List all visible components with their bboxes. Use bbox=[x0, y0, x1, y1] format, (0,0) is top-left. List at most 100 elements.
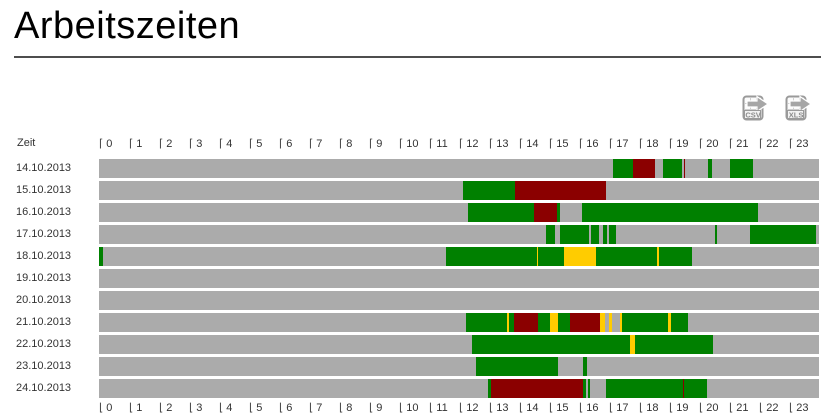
timeline-segment-green bbox=[605, 379, 683, 398]
timeline-segment-green bbox=[472, 335, 630, 354]
date-label: 20.10.2013 bbox=[16, 294, 72, 306]
hour-tick: ⌈ bbox=[339, 138, 344, 150]
hour-label: ⌊ 6 bbox=[279, 401, 309, 415]
hour-number: 8 bbox=[346, 402, 353, 414]
hour-label: ⌈ 3 bbox=[189, 137, 219, 152]
hour-label: ⌈ 11 bbox=[429, 137, 459, 152]
page-title: Arbeitszeiten bbox=[14, 5, 241, 47]
hour-tick: ⌊ bbox=[609, 402, 614, 414]
hour-tick: ⌈ bbox=[549, 138, 554, 150]
hour-label: ⌊ 17 bbox=[609, 401, 639, 415]
hour-label: ⌊ 7 bbox=[309, 401, 339, 415]
timeline-segment-yellow bbox=[600, 313, 606, 332]
hour-tick: ⌈ bbox=[219, 138, 224, 150]
timeline-segment-green bbox=[659, 247, 692, 266]
hour-number: 18 bbox=[646, 138, 659, 150]
date-label: 17.10.2013 bbox=[16, 228, 72, 240]
timeline-segment-green bbox=[487, 379, 491, 398]
hour-number: 9 bbox=[376, 138, 383, 150]
timeline-segment-green bbox=[99, 247, 104, 266]
hour-number: 3 bbox=[196, 402, 203, 414]
timeline-row: 24.10.2013 bbox=[0, 379, 835, 398]
hour-tick: ⌊ bbox=[729, 402, 734, 414]
timeline-segment-green bbox=[468, 203, 535, 222]
hour-number: 23 bbox=[796, 402, 809, 414]
hour-label: ⌈ 22 bbox=[759, 137, 789, 152]
xls-icon: XLS bbox=[785, 95, 813, 121]
hour-label: ⌈ 17 bbox=[609, 137, 639, 152]
timeline-segment-green bbox=[465, 313, 507, 332]
timeline-segment-green bbox=[635, 335, 714, 354]
hour-tick: ⌈ bbox=[369, 138, 374, 150]
hour-number: 23 bbox=[796, 138, 809, 150]
date-label: 14.10.2013 bbox=[16, 162, 72, 174]
hour-tick: ⌊ bbox=[399, 402, 404, 414]
hour-number: 0 bbox=[106, 402, 113, 414]
hour-label: ⌈ 15 bbox=[549, 137, 579, 152]
hour-label: ⌊ 4 bbox=[219, 401, 249, 415]
timeline-row: 23.10.2013 bbox=[0, 357, 835, 376]
timeline-segment-red bbox=[513, 313, 539, 332]
timeline-segment-green bbox=[714, 225, 717, 244]
hour-number: 2 bbox=[166, 138, 173, 150]
timeline-track bbox=[99, 181, 819, 200]
hour-tick: ⌊ bbox=[459, 402, 464, 414]
timeline-segment-green bbox=[463, 181, 516, 200]
hour-label: ⌈ 10 bbox=[399, 137, 429, 152]
hour-label: ⌈ 5 bbox=[249, 137, 279, 152]
timeline-row: 18.10.2013 bbox=[0, 247, 835, 266]
timeline-segment-yellow bbox=[536, 247, 539, 266]
hour-label: ⌈ 6 bbox=[279, 137, 309, 152]
hour-number: 3 bbox=[196, 138, 203, 150]
timeline-track bbox=[99, 203, 819, 222]
hour-tick: ⌈ bbox=[249, 138, 254, 150]
timeline-segment-green bbox=[622, 313, 669, 332]
export-csv-button[interactable]: CSV bbox=[742, 93, 770, 122]
hour-tick: ⌊ bbox=[219, 402, 224, 414]
hour-number: 15 bbox=[556, 402, 569, 414]
hour-label: ⌈ 1 bbox=[129, 137, 159, 152]
svg-text:CSV: CSV bbox=[745, 111, 760, 120]
timeline-segment-red bbox=[515, 181, 606, 200]
timeline-segment-yellow bbox=[620, 313, 623, 332]
date-label: 15.10.2013 bbox=[16, 184, 72, 196]
hour-tick: ⌊ bbox=[249, 402, 254, 414]
hour-tick: ⌈ bbox=[159, 138, 164, 150]
hour-label: ⌊ 12 bbox=[459, 401, 489, 415]
arbeitszeiten-page: Arbeitszeiten CSV XLS Zeit ⌈ 0 ⌈ 1 ⌈ 2 bbox=[0, 5, 835, 415]
hour-label: ⌊ 10 bbox=[399, 401, 429, 415]
hour-number: 6 bbox=[286, 138, 293, 150]
hour-tick: ⌈ bbox=[99, 138, 104, 150]
hour-number: 17 bbox=[616, 402, 629, 414]
hour-label: ⌈ 21 bbox=[729, 137, 759, 152]
hour-label: ⌊ 8 bbox=[339, 401, 369, 415]
hour-number: 20 bbox=[706, 402, 719, 414]
timeline-segment-yellow bbox=[506, 313, 510, 332]
hour-number: 17 bbox=[616, 138, 629, 150]
hour-label: ⌈ 9 bbox=[369, 137, 399, 152]
title-divider bbox=[14, 55, 821, 58]
hour-tick: ⌊ bbox=[759, 402, 764, 414]
hour-number: 11 bbox=[436, 138, 448, 150]
timeline-row: 22.10.2013 bbox=[0, 335, 835, 354]
hour-number: 7 bbox=[316, 402, 323, 414]
date-label: 22.10.2013 bbox=[16, 338, 72, 350]
hour-tick: ⌊ bbox=[129, 402, 134, 414]
hour-label: ⌊ 0 bbox=[99, 401, 129, 415]
hour-tick: ⌊ bbox=[699, 402, 704, 414]
time-axis-bottom: ⌊ 0 ⌊ 1 ⌊ 2 ⌊ 3 ⌊ 4 ⌊ 5 ⌊ 6 ⌊ 7 ⌊ 8 ⌊ 9 ⌊ 10 ⌊ 11 ⌊ 12 ⌊ 13 ⌊ 14 ⌊ 15 ⌊ 1… bbox=[0, 401, 835, 415]
hour-tick: ⌈ bbox=[729, 138, 734, 150]
export-xls-button[interactable]: XLS bbox=[785, 93, 813, 122]
hour-number: 12 bbox=[466, 402, 479, 414]
hour-tick: ⌊ bbox=[159, 402, 164, 414]
hour-tick: ⌊ bbox=[279, 402, 284, 414]
hour-tick: ⌊ bbox=[369, 402, 374, 414]
hour-label: ⌊ 2 bbox=[159, 401, 189, 415]
export-toolbar: CSV XLS bbox=[742, 93, 813, 122]
hour-tick: ⌈ bbox=[609, 138, 614, 150]
hour-label: ⌊ 18 bbox=[639, 401, 669, 415]
hour-tick: ⌈ bbox=[789, 138, 794, 150]
timeline-segment-green bbox=[538, 313, 550, 332]
timeline-track bbox=[99, 247, 819, 266]
axis-label-spacer bbox=[0, 401, 99, 415]
